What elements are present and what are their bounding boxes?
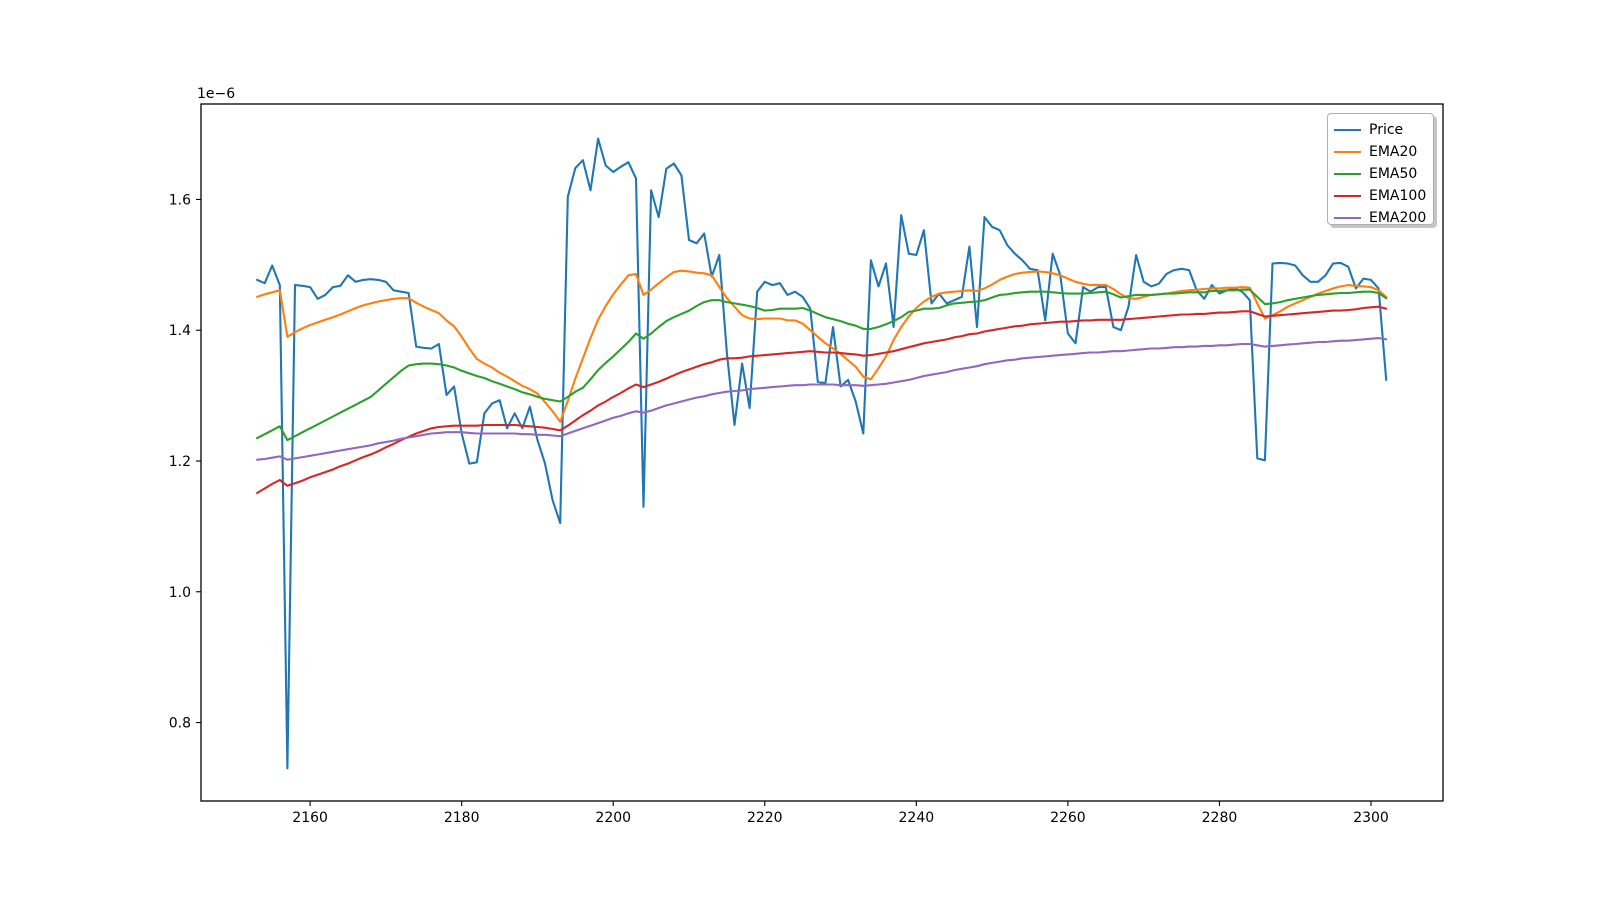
legend-entry-ema100: EMA100	[1334, 185, 1433, 207]
series-line-ema100	[256, 305, 1388, 495]
legend-label: EMA200	[1369, 210, 1427, 226]
x-tick-label: 2200	[595, 810, 631, 826]
x-tick-label: 2240	[899, 810, 935, 826]
legend-label: EMA20	[1369, 144, 1418, 160]
y-tick-label: 1.0	[169, 585, 191, 601]
y-tick-label: 1.6	[169, 192, 191, 208]
x-tick-label: 2260	[1050, 810, 1086, 826]
x-tick-label: 2300	[1353, 810, 1389, 826]
y-tick-label: 1.4	[169, 323, 191, 339]
x-tick-label: 2180	[444, 810, 480, 826]
legend-entry-price: Price	[1334, 119, 1433, 141]
legend-entry-ema200: EMA200	[1334, 207, 1433, 229]
legend-label: EMA100	[1369, 188, 1427, 204]
legend-entry-ema50: EMA50	[1334, 163, 1433, 185]
y-tick-label: 1.2	[169, 454, 191, 470]
x-tick-label: 2280	[1202, 810, 1238, 826]
legend-label: Price	[1369, 122, 1404, 138]
legend-line-swatch	[1334, 173, 1361, 175]
series-line-ema50	[256, 288, 1388, 442]
legend-line-swatch	[1334, 217, 1361, 219]
legend-line-swatch	[1334, 195, 1361, 197]
x-tick-label: 2220	[747, 810, 783, 826]
y-tick-label: 0.8	[169, 716, 191, 732]
legend-entry-ema20: EMA20	[1334, 141, 1433, 163]
legend: Price EMA20 EMA50 EMA100 EMA200	[1327, 113, 1434, 226]
legend-line-swatch	[1334, 151, 1361, 153]
series-line-price	[256, 137, 1388, 770]
series-line-ema200	[256, 337, 1388, 461]
y-axis-offset-label: 1e−6	[197, 86, 236, 102]
axes-spines	[200, 103, 1444, 802]
x-tick-label: 2160	[292, 810, 328, 826]
series-line-ema20	[256, 269, 1388, 423]
legend-label: EMA50	[1369, 166, 1418, 182]
legend-line-swatch	[1334, 129, 1361, 131]
